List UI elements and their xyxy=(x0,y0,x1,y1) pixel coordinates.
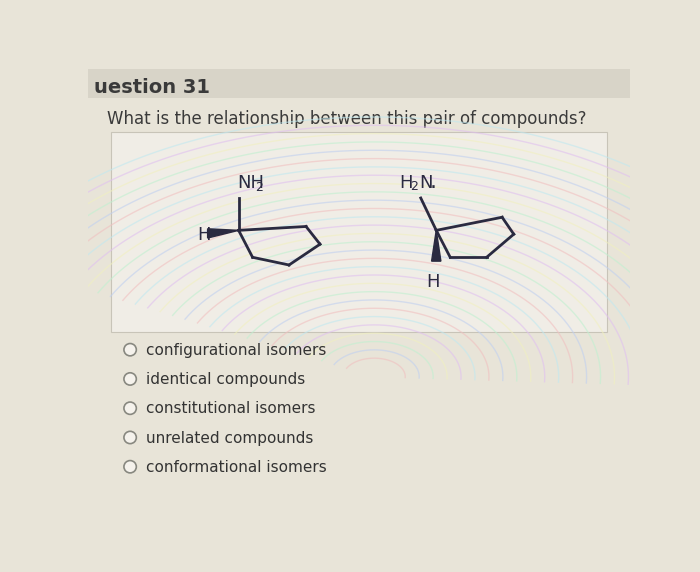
FancyBboxPatch shape xyxy=(88,69,630,98)
Text: 2: 2 xyxy=(410,180,418,193)
Text: unrelated compounds: unrelated compounds xyxy=(146,431,313,446)
Text: constitutional isomers: constitutional isomers xyxy=(146,402,315,416)
Text: H: H xyxy=(399,174,412,192)
Text: identical compounds: identical compounds xyxy=(146,372,305,387)
Text: conformational isomers: conformational isomers xyxy=(146,460,326,475)
Text: What is the relationship between this pair of compounds?: What is the relationship between this pa… xyxy=(107,110,587,128)
Text: N: N xyxy=(419,174,433,192)
Circle shape xyxy=(124,460,136,473)
Circle shape xyxy=(124,344,136,356)
Text: .: . xyxy=(430,172,437,192)
Circle shape xyxy=(124,373,136,385)
Polygon shape xyxy=(432,231,441,261)
Circle shape xyxy=(124,402,136,414)
Text: 2: 2 xyxy=(255,181,262,194)
Polygon shape xyxy=(208,229,239,238)
FancyBboxPatch shape xyxy=(111,132,607,332)
Text: configurational isomers: configurational isomers xyxy=(146,343,326,358)
Text: uestion 31: uestion 31 xyxy=(94,78,210,97)
Text: H: H xyxy=(197,226,210,244)
Text: NH: NH xyxy=(237,174,264,192)
Text: H: H xyxy=(426,273,440,292)
Circle shape xyxy=(124,431,136,444)
